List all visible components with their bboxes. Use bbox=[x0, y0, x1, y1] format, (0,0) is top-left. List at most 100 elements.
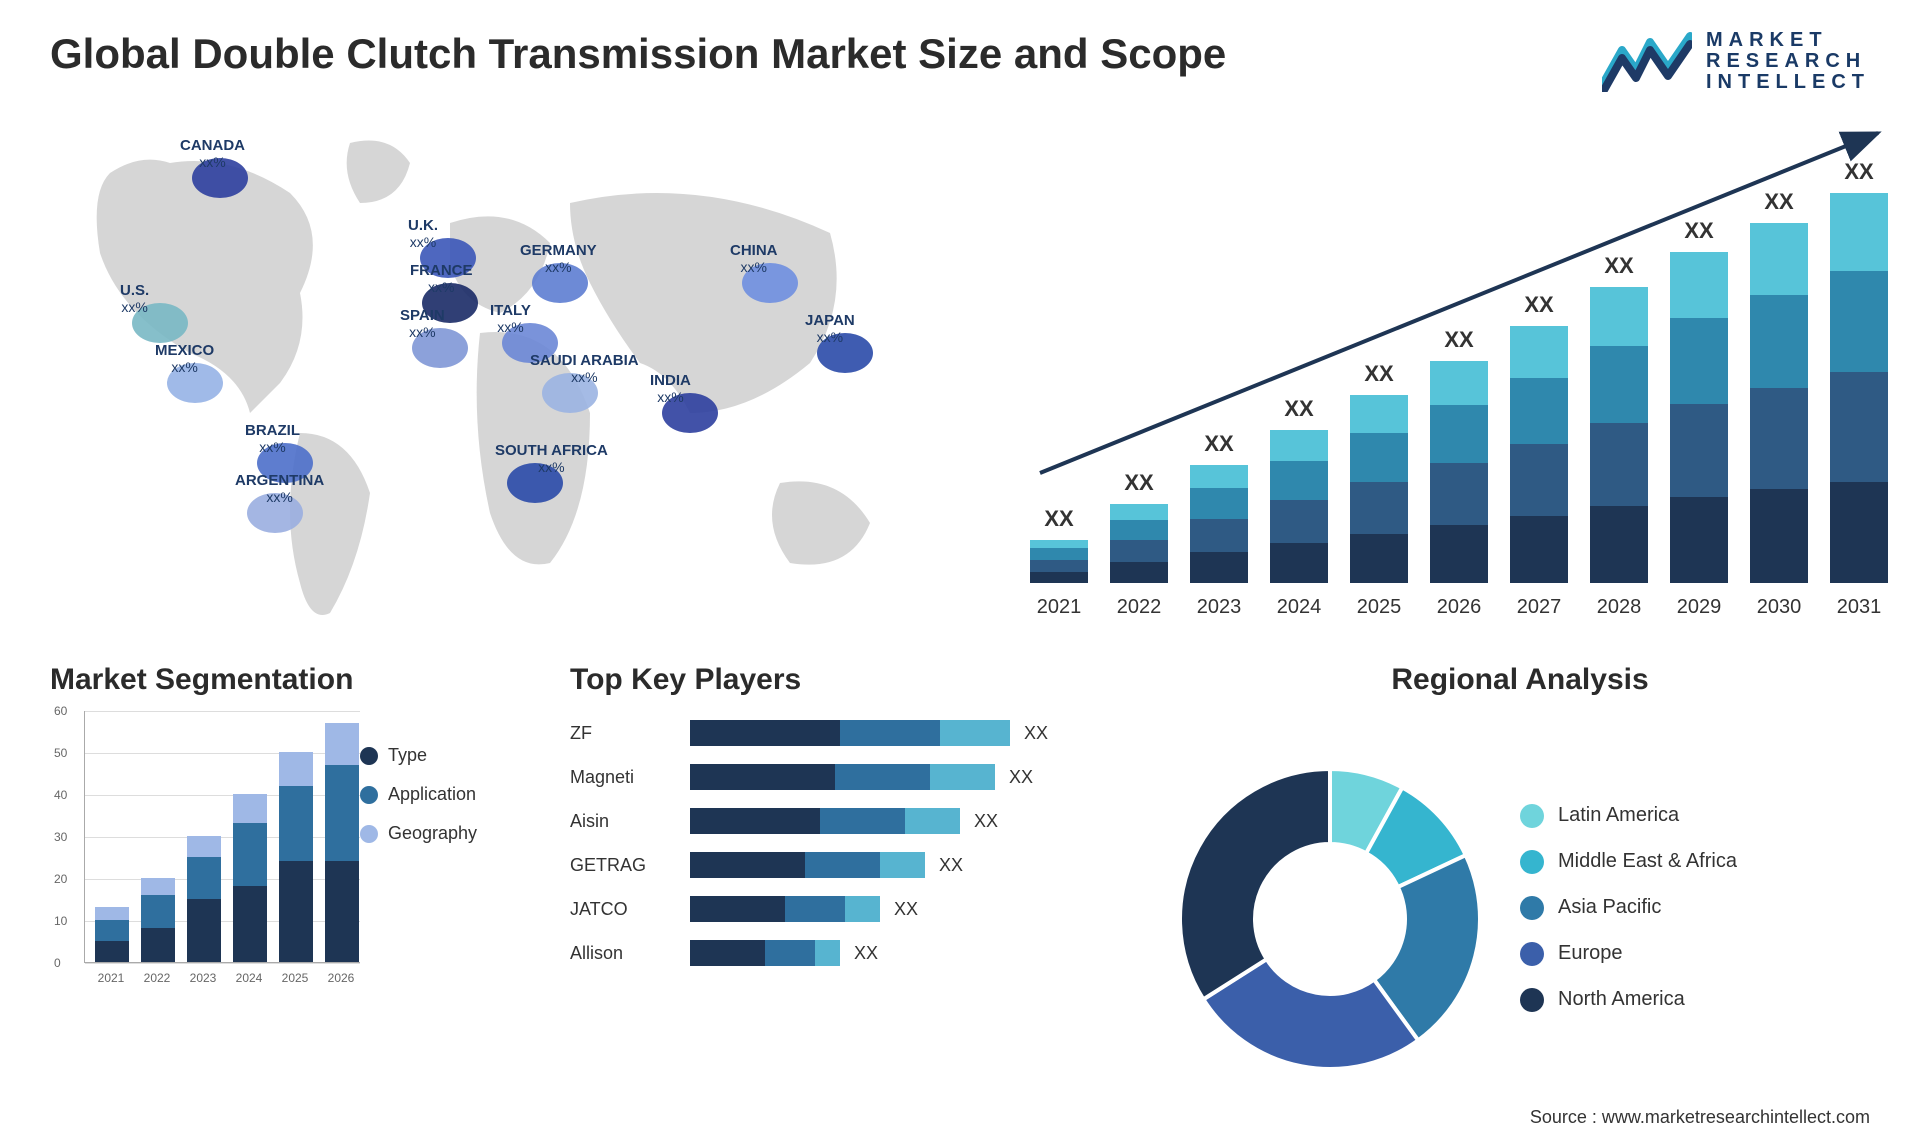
logo-text: MARKET RESEARCH INTELLECT bbox=[1706, 30, 1870, 93]
player-name: Allison bbox=[570, 943, 690, 964]
player-row: Aisin XX bbox=[570, 799, 1130, 843]
logo-line3: INTELLECT bbox=[1706, 72, 1870, 93]
players-list: ZFXXMagnetiXXAisinXXGETRAGXXJATCOXXAllis… bbox=[570, 711, 1130, 975]
seg-bar bbox=[233, 794, 267, 962]
map-label: INDIAxx% bbox=[650, 373, 691, 405]
seg-bar bbox=[325, 723, 359, 962]
seg-x-label: 2021 bbox=[88, 971, 134, 985]
seg-bar bbox=[95, 907, 129, 962]
map-label: ARGENTINAxx% bbox=[235, 473, 324, 505]
donut-slice bbox=[1180, 769, 1330, 999]
seg-y-label: 10 bbox=[54, 914, 67, 928]
seg-y-label: 20 bbox=[54, 872, 67, 886]
map-label: CHINAxx% bbox=[730, 243, 778, 275]
map-label: FRANCExx% bbox=[410, 263, 473, 295]
player-row: JATCO XX bbox=[570, 887, 1130, 931]
map-label: SOUTH AFRICAxx% bbox=[495, 443, 608, 475]
growth-x-label: 2023 bbox=[1184, 596, 1254, 619]
seg-y-label: 40 bbox=[54, 788, 67, 802]
player-bar bbox=[690, 720, 1010, 746]
map-label: U.K.xx% bbox=[408, 218, 438, 250]
seg-x-label: 2023 bbox=[180, 971, 226, 985]
regional-title: Regional Analysis bbox=[1170, 663, 1870, 697]
map-label: SPAINxx% bbox=[400, 308, 445, 340]
page-title: Global Double Clutch Transmission Market… bbox=[50, 30, 1226, 78]
logo-line1: MARKET bbox=[1706, 30, 1870, 51]
map-label: CANADAxx% bbox=[180, 138, 245, 170]
map-label: U.S.xx% bbox=[120, 283, 149, 315]
map-label: SAUDI ARABIAxx% bbox=[530, 353, 639, 385]
seg-legend-item: Geography bbox=[360, 823, 530, 844]
donut-wrap bbox=[1170, 759, 1490, 1079]
source-text: Source : www.marketresearchintellect.com bbox=[1530, 1107, 1870, 1128]
player-bar bbox=[690, 808, 960, 834]
map-label: MEXICOxx% bbox=[155, 343, 214, 375]
growth-x-label: 2028 bbox=[1584, 596, 1654, 619]
player-row: GETRAG XX bbox=[570, 843, 1130, 887]
map-label: BRAZILxx% bbox=[245, 423, 300, 455]
seg-y-label: 30 bbox=[54, 830, 67, 844]
regional-panel: Regional Analysis Latin America Middle Ea… bbox=[1170, 663, 1870, 1126]
growth-x-label: 2022 bbox=[1104, 596, 1174, 619]
header: Global Double Clutch Transmission Market… bbox=[50, 30, 1870, 93]
growth-chart-panel: 2021XX2022XX2023XX2024XX2025XX2026XX2027… bbox=[990, 113, 1870, 633]
player-value: XX bbox=[1009, 767, 1033, 788]
seg-bar bbox=[279, 752, 313, 962]
donut-chart bbox=[1170, 759, 1490, 1079]
bottom-row: Market Segmentation 01020304050602021202… bbox=[50, 663, 1870, 1126]
page: Global Double Clutch Transmission Market… bbox=[0, 0, 1920, 1146]
segmentation-legend: TypeApplicationGeography bbox=[360, 711, 530, 991]
map-label: ITALYxx% bbox=[490, 303, 531, 335]
player-name: JATCO bbox=[570, 899, 690, 920]
seg-legend-item: Type bbox=[360, 745, 530, 766]
player-row: ZFXX bbox=[570, 711, 1130, 755]
player-value: XX bbox=[939, 855, 963, 876]
regional-legend-item: North America bbox=[1520, 988, 1737, 1012]
regional-legend-item: Middle East & Africa bbox=[1520, 850, 1737, 874]
logo: MARKET RESEARCH INTELLECT bbox=[1602, 30, 1870, 93]
seg-y-label: 50 bbox=[54, 746, 67, 760]
seg-bar bbox=[187, 836, 221, 962]
player-value: XX bbox=[974, 811, 998, 832]
player-name: Aisin bbox=[570, 811, 690, 832]
seg-x-label: 2026 bbox=[318, 971, 364, 985]
logo-line2: RESEARCH bbox=[1706, 51, 1870, 72]
regional-legend-item: Latin America bbox=[1520, 804, 1737, 828]
segmentation-chart: 0102030405060202120222023202420252026 Ty… bbox=[50, 711, 530, 991]
segmentation-panel: Market Segmentation 01020304050602021202… bbox=[50, 663, 530, 1126]
players-title: Top Key Players bbox=[570, 663, 1130, 697]
player-name: GETRAG bbox=[570, 855, 690, 876]
seg-x-label: 2022 bbox=[134, 971, 180, 985]
player-value: XX bbox=[894, 899, 918, 920]
player-bar bbox=[690, 852, 925, 878]
seg-bar bbox=[141, 878, 175, 962]
player-value: XX bbox=[1024, 723, 1048, 744]
growth-arrow-icon bbox=[1030, 113, 1910, 553]
regional-legend-item: Europe bbox=[1520, 942, 1737, 966]
player-value: XX bbox=[854, 943, 878, 964]
regional-legend-item: Asia Pacific bbox=[1520, 896, 1737, 920]
player-bar bbox=[690, 940, 840, 966]
growth-x-label: 2029 bbox=[1664, 596, 1734, 619]
seg-y-label: 60 bbox=[54, 704, 67, 718]
map-label: GERMANYxx% bbox=[520, 243, 597, 275]
player-bar bbox=[690, 896, 880, 922]
players-panel: Top Key Players ZFXXMagnetiXXAisinXXGETR… bbox=[570, 663, 1130, 1126]
player-name: Magneti bbox=[570, 767, 690, 788]
map-label: JAPANxx% bbox=[805, 313, 855, 345]
growth-x-label: 2031 bbox=[1824, 596, 1894, 619]
player-row: Magneti XX bbox=[570, 755, 1130, 799]
segmentation-title: Market Segmentation bbox=[50, 663, 530, 697]
growth-x-label: 2027 bbox=[1504, 596, 1574, 619]
growth-chart: 2021XX2022XX2023XX2024XX2025XX2026XX2027… bbox=[990, 113, 1870, 633]
regional-legend: Latin America Middle East & Africa Asia Pa… bbox=[1520, 804, 1737, 1034]
player-row: Allison XX bbox=[570, 931, 1130, 975]
growth-x-label: 2025 bbox=[1344, 596, 1414, 619]
world-map-panel: CANADAxx% U.S.xx%MEXICOxx% BRAZILxx% ARGENT… bbox=[50, 113, 930, 633]
top-row: CANADAxx% U.S.xx%MEXICOxx% BRAZILxx% ARGENT… bbox=[50, 113, 1870, 633]
player-bar bbox=[690, 764, 995, 790]
growth-x-label: 2021 bbox=[1024, 596, 1094, 619]
seg-y-label: 0 bbox=[54, 956, 61, 970]
seg-x-label: 2024 bbox=[226, 971, 272, 985]
seg-x-label: 2025 bbox=[272, 971, 318, 985]
